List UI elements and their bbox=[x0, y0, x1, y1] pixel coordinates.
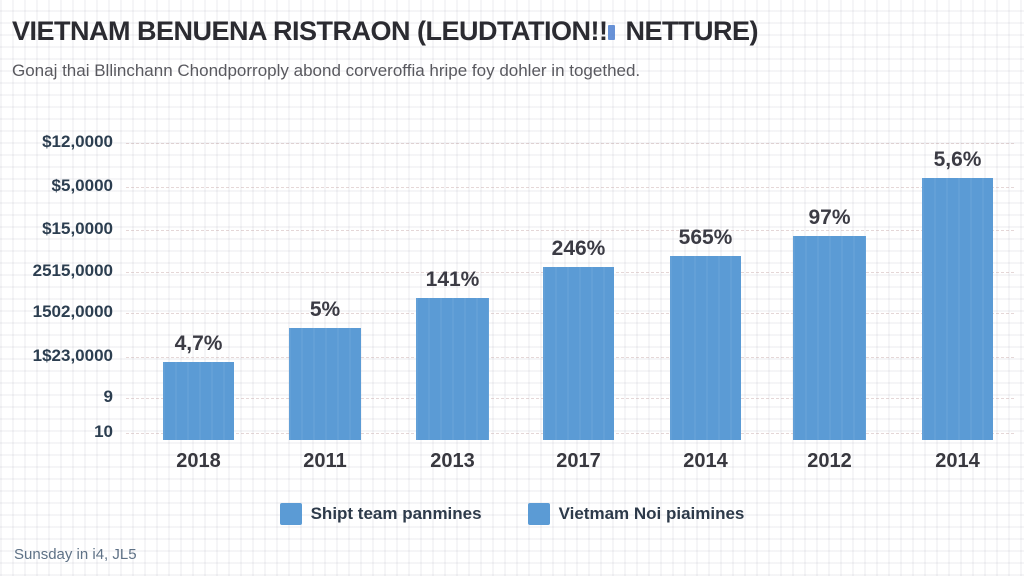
y-axis-tick-label: $5,0000 bbox=[51, 176, 113, 195]
title-accent-mark bbox=[608, 25, 616, 40]
bar-2017 bbox=[543, 267, 614, 440]
y-axis-tick-label: $12,0000 bbox=[42, 132, 113, 151]
y-axis-tick-label: $15,0000 bbox=[42, 219, 113, 238]
bar-value-label: 97% bbox=[808, 206, 851, 229]
chart-title-text-left: VIETNAM BENUENA RISTRAON (LEUDTATION!! bbox=[12, 16, 608, 46]
legend-swatch-icon bbox=[279, 503, 302, 525]
bar-2013 bbox=[416, 298, 489, 440]
bar-2014-b bbox=[922, 178, 993, 440]
y-axis-tick-label: 9 bbox=[103, 387, 113, 406]
bar-value-label: 565% bbox=[678, 226, 733, 249]
bar-value-label: 246% bbox=[551, 237, 606, 260]
bar-value-label: 5,6% bbox=[933, 148, 982, 171]
x-axis-label: 2013 bbox=[430, 450, 475, 472]
bar-value-label: 4,7% bbox=[174, 332, 223, 355]
legend-item-2: Vietmam Noi piaimines bbox=[527, 503, 745, 525]
footer-caption: Sunsday in i4, JL5 bbox=[14, 546, 137, 563]
chart-subtitle: Gonaj thai Bllinchann Chondporroply abon… bbox=[12, 61, 641, 80]
x-axis-label: 2017 bbox=[556, 450, 601, 472]
x-axis-label: 2012 bbox=[807, 450, 852, 472]
legend-item-1: Shipt team panmines bbox=[279, 503, 482, 525]
y-axis-tick-label: 2515,0000 bbox=[32, 261, 113, 280]
x-axis-label: 2014 bbox=[683, 450, 728, 472]
legend-swatch-icon bbox=[527, 503, 550, 525]
gridline bbox=[126, 230, 1014, 231]
bar-value-label: 141% bbox=[425, 268, 480, 291]
bar-2012 bbox=[793, 236, 866, 440]
gridline bbox=[126, 143, 1014, 144]
bar-value-label: 5% bbox=[309, 298, 341, 321]
y-axis-tick-label: 10 bbox=[94, 422, 113, 441]
x-axis-label: 2018 bbox=[176, 450, 221, 472]
y-axis-tick-label: 1502,0000 bbox=[32, 302, 113, 321]
bar-2018 bbox=[163, 362, 234, 440]
x-axis-label: 2011 bbox=[303, 450, 347, 472]
legend-item-label: Vietmam Noi piaimines bbox=[558, 504, 745, 523]
chart-title-text-right: NETTURE) bbox=[618, 16, 758, 46]
y-axis-tick-label: 1$23,0000 bbox=[32, 346, 113, 365]
gridline bbox=[126, 187, 1014, 188]
legend-item-label: Shipt team panmines bbox=[310, 504, 482, 523]
bar-2014-a bbox=[670, 256, 741, 440]
bar-2011 bbox=[289, 328, 361, 440]
x-axis-label: 2014 bbox=[935, 450, 980, 472]
legend: Shipt team panmines Vietmam Noi piaimine… bbox=[0, 503, 1024, 525]
chart-title: VIETNAM BENUENA RISTRAON (LEUDTATION!! N… bbox=[12, 16, 758, 47]
